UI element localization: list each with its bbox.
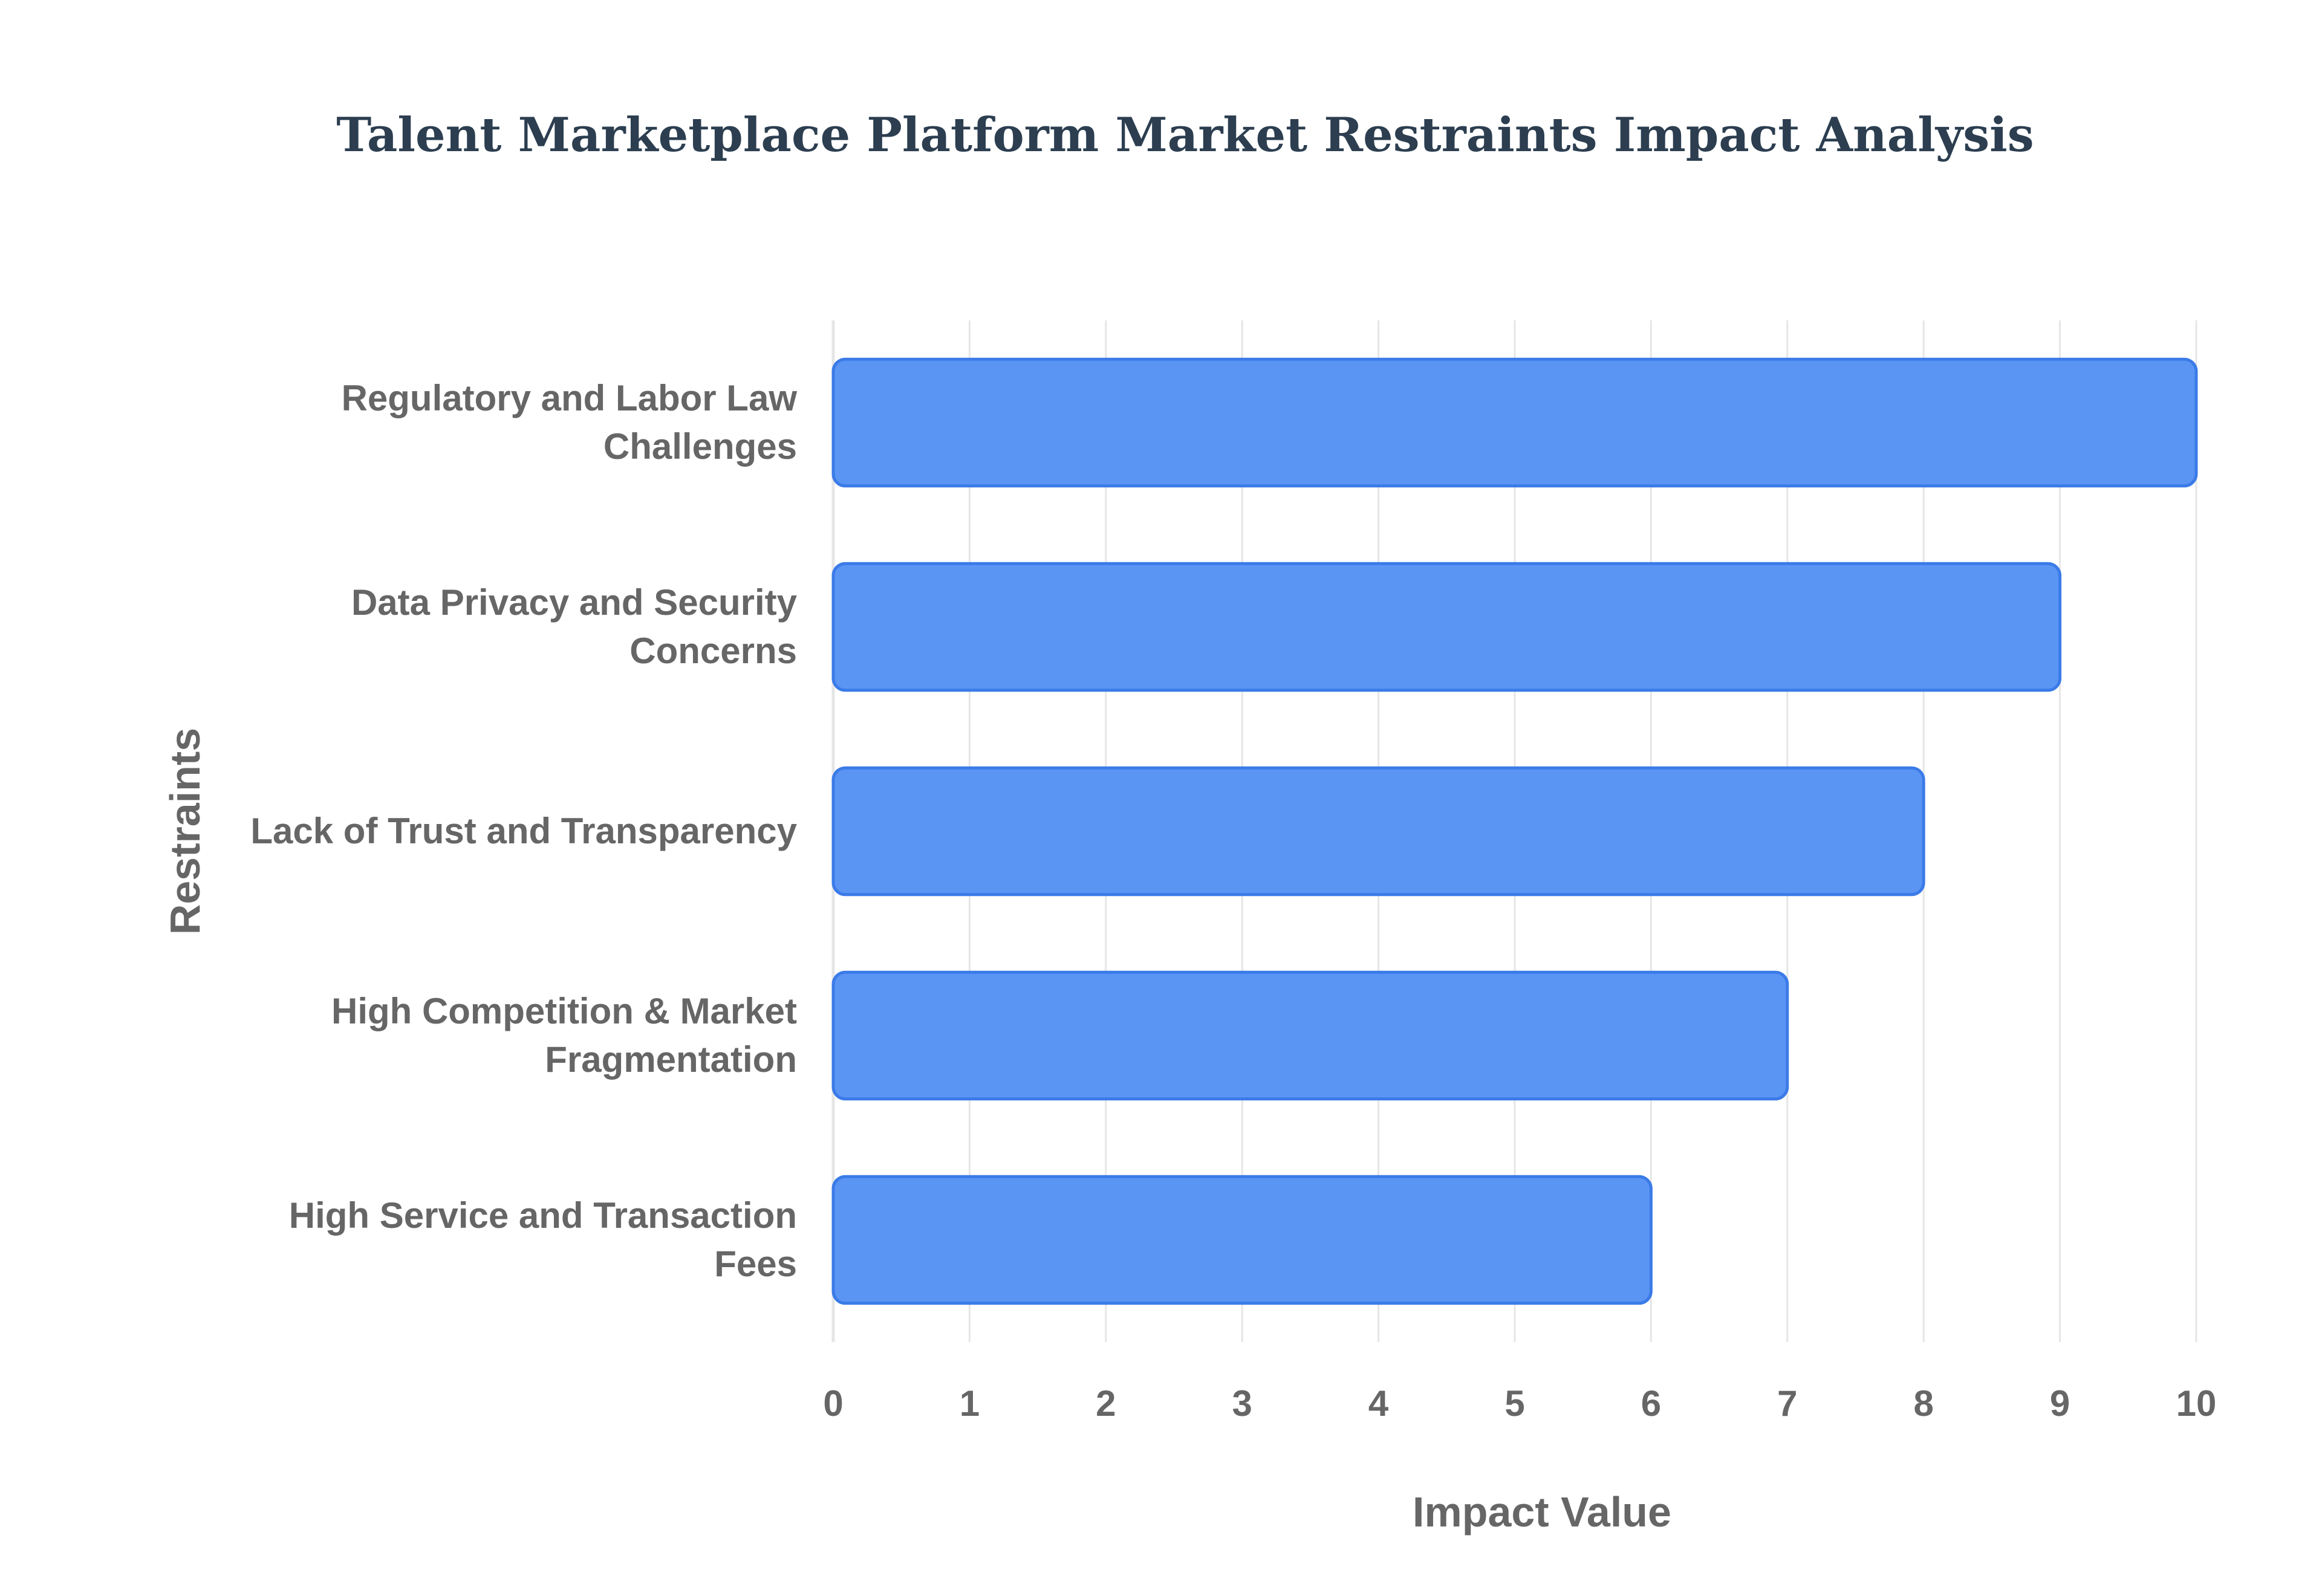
- x-tick-label: 0: [823, 1383, 843, 1424]
- bar: [831, 562, 2062, 692]
- category-label-line: Fragmentation: [545, 1039, 797, 1080]
- category-label-line: Data Privacy and Security: [351, 582, 798, 623]
- x-tick-labels: 0 1 2 3 4 5 6 7 8 9 10: [823, 1383, 2216, 1424]
- category-label: Regulatory and Labor Law Challenges: [342, 378, 798, 467]
- chart-title: Talent Marketplace Platform Market Restr…: [336, 108, 2034, 163]
- category-label-line: Fees: [714, 1244, 797, 1284]
- x-tick-label: 2: [1096, 1383, 1116, 1424]
- category-label-line: Challenges: [603, 426, 797, 467]
- category-label: Lack of Trust and Transparency: [250, 811, 797, 851]
- category-label-line: Lack of Trust and Transparency: [250, 811, 797, 851]
- x-tick-label: 9: [2050, 1383, 2070, 1424]
- category-label-line: High Service and Transaction: [289, 1195, 797, 1236]
- x-tick-label: 8: [1914, 1383, 1934, 1424]
- x-tick-label: 4: [1368, 1383, 1389, 1424]
- bar: [831, 766, 1925, 897]
- bar: [831, 357, 2198, 488]
- category-label: High Competition & Market Fragmentation: [331, 991, 797, 1080]
- category-label-line: High Competition & Market: [331, 991, 797, 1031]
- x-tick-label: 1: [960, 1383, 980, 1424]
- y-axis-title: Restraints: [161, 728, 209, 935]
- bar: [831, 970, 1789, 1101]
- bars: [831, 357, 2198, 1305]
- category-label: High Service and Transaction Fees: [289, 1195, 797, 1284]
- x-axis-title: Impact Value: [1413, 1488, 1671, 1536]
- category-labels: Regulatory and Labor Law Challenges Data P…: [250, 378, 797, 1284]
- x-tick-label: 10: [2176, 1383, 2217, 1424]
- bar: [831, 1175, 1653, 1305]
- category-label-line: Regulatory and Labor Law: [342, 378, 798, 418]
- x-tick-label: 7: [1777, 1383, 1797, 1424]
- category-label-line: Concerns: [629, 631, 797, 671]
- x-tick-label: 3: [1232, 1383, 1252, 1424]
- x-tick-label: 5: [1504, 1383, 1524, 1424]
- category-label: Data Privacy and Security Concerns: [351, 582, 798, 671]
- x-tick-label: 6: [1641, 1383, 1661, 1424]
